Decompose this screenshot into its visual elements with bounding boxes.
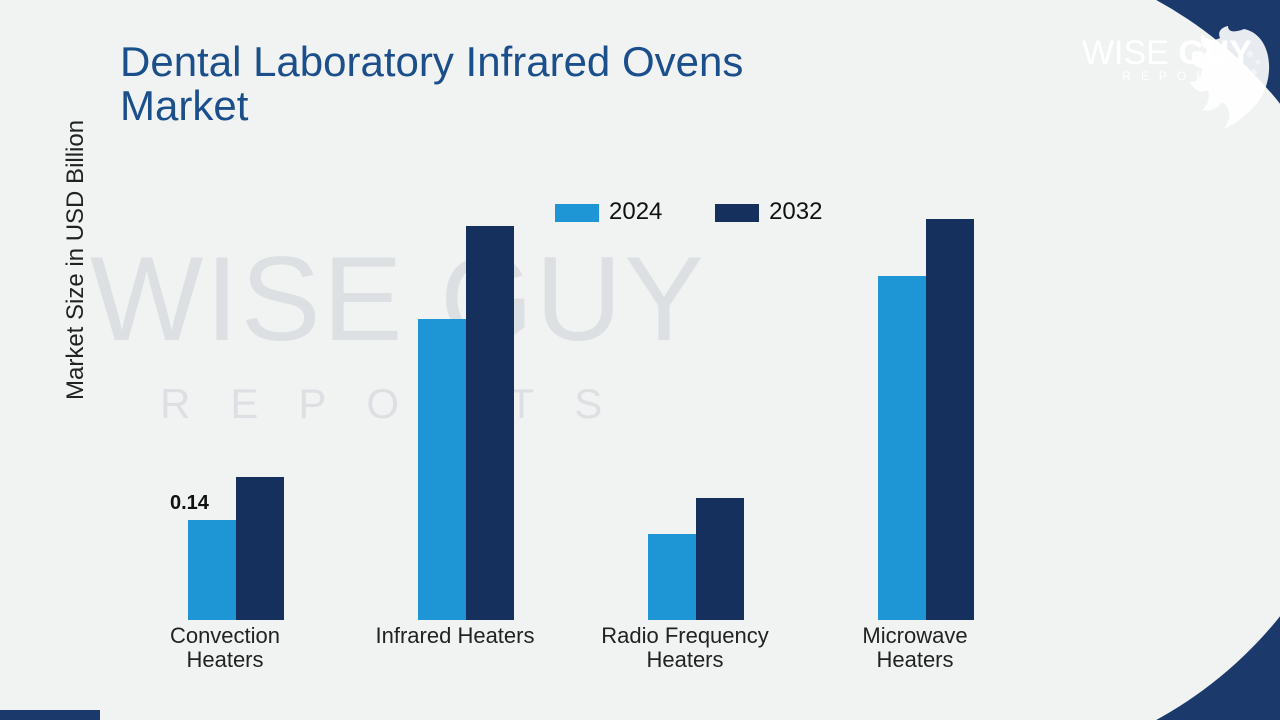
bar-group [610, 190, 780, 620]
category-label: Radio Frequency Heaters [600, 624, 770, 672]
plot-area [110, 190, 1060, 620]
bar-2032 [926, 219, 974, 620]
brand-top: WISE GUY [1082, 34, 1252, 73]
category-label: Convection Heaters [140, 624, 310, 672]
bar-2032 [236, 477, 284, 620]
bar-2024 [648, 534, 696, 620]
category-label: Infrared Heaters [370, 624, 540, 648]
bar-group [840, 190, 1010, 620]
category-label: Microwave Heaters [830, 624, 1000, 672]
bottom-strip [0, 710, 100, 720]
bar-2024 [878, 276, 926, 620]
value-label: 0.14 [170, 492, 209, 515]
bar-group [150, 190, 320, 620]
figure-canvas: WISE GUY REPORTS WISE GUY REPORTS Dental… [0, 0, 1280, 720]
y-axis-label: Market Size in USD Billion [62, 120, 90, 400]
chart-area: Convection HeatersInfrared HeatersRadio … [100, 190, 1060, 630]
bar-2024 [418, 319, 466, 620]
bar-2024 [188, 520, 236, 620]
bar-group [380, 190, 550, 620]
chart-title: Dental Laboratory Infrared Ovens Market [120, 40, 880, 128]
bar-2032 [466, 226, 514, 620]
brand-logo: WISE GUY REPORTS [1082, 34, 1252, 83]
bar-2032 [696, 498, 744, 620]
